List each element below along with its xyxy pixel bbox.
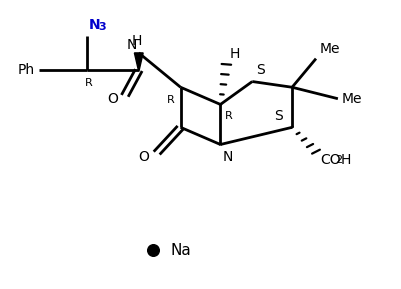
Text: O: O — [107, 92, 117, 106]
Text: R: R — [225, 111, 233, 121]
Text: H: H — [132, 34, 142, 48]
Text: O: O — [139, 150, 150, 164]
Text: Ph: Ph — [18, 63, 35, 77]
Text: N: N — [126, 38, 137, 52]
Polygon shape — [134, 53, 143, 70]
Text: R: R — [167, 95, 174, 105]
Text: N: N — [223, 150, 233, 164]
Text: S: S — [275, 109, 284, 123]
Text: H: H — [341, 153, 351, 167]
Text: 3: 3 — [98, 22, 106, 32]
Text: S: S — [256, 63, 265, 77]
Text: N: N — [89, 18, 101, 32]
Text: H: H — [229, 47, 240, 61]
Text: R: R — [85, 78, 93, 88]
Text: Na: Na — [171, 243, 191, 258]
Text: 2: 2 — [335, 155, 342, 164]
Text: Me: Me — [342, 92, 363, 106]
Text: Me: Me — [320, 42, 340, 56]
Point — [150, 248, 156, 253]
Text: CO: CO — [320, 153, 340, 167]
